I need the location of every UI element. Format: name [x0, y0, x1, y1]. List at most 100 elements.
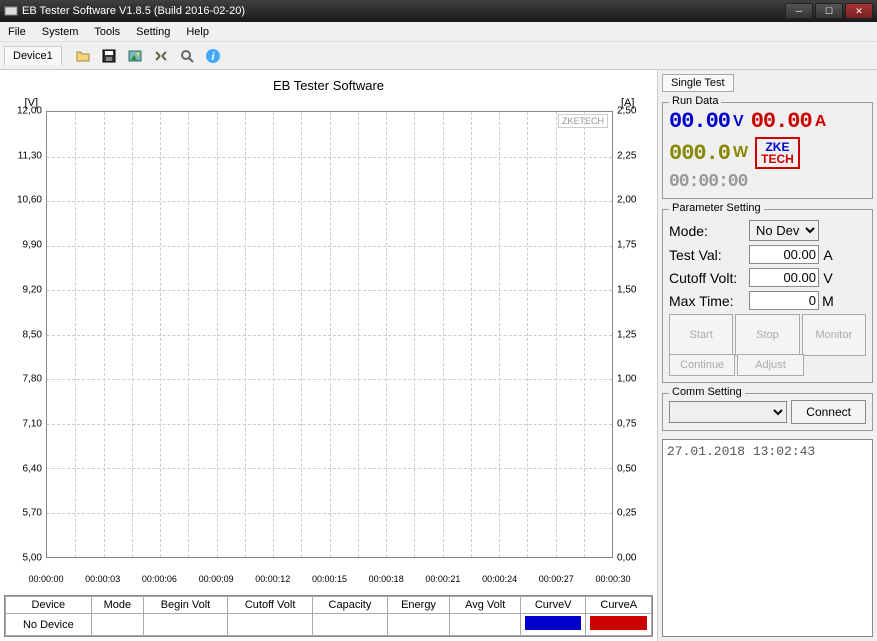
- y-left-tick: 9,20: [23, 284, 42, 295]
- y-left-tick: 5,70: [23, 508, 42, 519]
- cutoff-unit: V: [819, 270, 837, 286]
- menubar: File System Tools Setting Help: [0, 22, 877, 42]
- x-tick: 00:00:00: [28, 574, 63, 584]
- current-display: 00.00: [751, 109, 812, 134]
- y-left-tick: 9,90: [23, 240, 42, 251]
- data-table: DeviceModeBegin VoltCutoff VoltCapacityE…: [4, 595, 653, 637]
- y-left-tick: 11,30: [18, 150, 42, 161]
- mode-select[interactable]: No Devic: [749, 220, 819, 241]
- y-left-tick: 12,00: [17, 106, 42, 117]
- menu-system[interactable]: System: [38, 24, 83, 40]
- cell-curvea: [586, 614, 652, 636]
- close-button[interactable]: ✕: [845, 3, 873, 19]
- titlebar: EB Tester Software V1.8.5 (Build 2016-02…: [0, 0, 877, 22]
- info-icon[interactable]: i: [202, 45, 224, 67]
- y-left-tick: 6,40: [23, 463, 42, 474]
- x-tick: 00:00:15: [312, 574, 347, 584]
- minimize-button[interactable]: ─: [785, 3, 813, 19]
- table-header: Device: [6, 597, 92, 614]
- x-tick: 00:00:09: [199, 574, 234, 584]
- table-header: Avg Volt: [450, 597, 520, 614]
- group-comm: Comm Setting Connect: [662, 393, 873, 431]
- maximize-button[interactable]: ☐: [815, 3, 843, 19]
- cell-device: No Device: [6, 614, 92, 636]
- menu-file[interactable]: File: [4, 24, 30, 40]
- status-box: 27.01.2018 13:02:43: [662, 439, 873, 637]
- power-unit: W: [733, 144, 748, 162]
- y-right-tick: 0,50: [617, 463, 636, 474]
- x-tick: 00:00:06: [142, 574, 177, 584]
- chart-title: EB Tester Software: [4, 74, 653, 97]
- testval-input[interactable]: [749, 245, 819, 264]
- y-right-tick: 2,50: [617, 106, 636, 117]
- testval-label: Test Val:: [669, 247, 749, 263]
- open-icon[interactable]: [72, 45, 94, 67]
- y-right-tick: 1,00: [617, 374, 636, 385]
- menu-tools[interactable]: Tools: [90, 24, 124, 40]
- x-tick: 00:00:03: [85, 574, 120, 584]
- y-right-tick: 2,00: [617, 195, 636, 206]
- maxtime-label: Max Time:: [669, 293, 749, 309]
- cell-curvev: [520, 614, 586, 636]
- search-icon[interactable]: [176, 45, 198, 67]
- monitor-button[interactable]: Monitor: [802, 314, 866, 356]
- table-header: CurveA: [586, 597, 652, 614]
- table-header: Mode: [91, 597, 143, 614]
- connect-button[interactable]: Connect: [791, 400, 866, 424]
- cell-mode: [91, 614, 143, 636]
- group-rundata: Run Data 00.00V 00.00A 000.0W ZKETECH 00…: [662, 102, 873, 199]
- image-icon[interactable]: [124, 45, 146, 67]
- y-left-tick: 5,00: [23, 553, 42, 564]
- cutoff-input[interactable]: [749, 268, 819, 287]
- app-icon: [4, 4, 18, 18]
- comm-port-select[interactable]: [669, 401, 787, 423]
- y-right-tick: 1,50: [617, 284, 636, 295]
- toolbar: Device1 i: [0, 42, 877, 70]
- y-right-tick: 0,00: [617, 553, 636, 564]
- time-display: 00:00:00: [669, 172, 747, 192]
- settings-icon[interactable]: [150, 45, 172, 67]
- tab-single-test[interactable]: Single Test: [662, 74, 734, 92]
- table-header: Energy: [387, 597, 450, 614]
- device-tab[interactable]: Device1: [4, 46, 62, 65]
- table-header: CurveV: [520, 597, 586, 614]
- y-left-tick: 10,60: [17, 195, 42, 206]
- zketech-logo: ZKETECH: [755, 137, 800, 169]
- y-left-tick: 7,10: [23, 418, 42, 429]
- y-left-tick: 7,80: [23, 374, 42, 385]
- y-right-tick: 1,25: [617, 329, 636, 340]
- y-right-tick: 0,25: [617, 508, 636, 519]
- maxtime-unit: M: [819, 293, 837, 309]
- x-tick: 00:00:24: [482, 574, 517, 584]
- x-tick: 00:00:18: [369, 574, 404, 584]
- y-left-tick: 8,50: [23, 329, 42, 340]
- maxtime-input[interactable]: [749, 291, 819, 310]
- testval-unit: A: [819, 247, 837, 263]
- y-right-tick: 2,25: [617, 150, 636, 161]
- menu-help[interactable]: Help: [182, 24, 213, 40]
- table-header: Capacity: [313, 597, 387, 614]
- chart: [V] 12,0011,3010,609,909,208,507,807,106…: [4, 97, 653, 572]
- start-button[interactable]: Start: [669, 314, 733, 356]
- power-display: 000.0: [669, 141, 730, 166]
- save-icon[interactable]: [98, 45, 120, 67]
- x-tick: 00:00:30: [595, 574, 630, 584]
- window-title: EB Tester Software V1.8.5 (Build 2016-02…: [22, 5, 785, 17]
- cell-capacity: [313, 614, 387, 636]
- mode-label: Mode:: [669, 223, 749, 239]
- table-header: Cutoff Volt: [227, 597, 312, 614]
- x-tick: 00:00:21: [425, 574, 460, 584]
- cell-cutoffvolt: [227, 614, 312, 636]
- cutoff-label: Cutoff Volt:: [669, 270, 749, 286]
- y-right-tick: 1,75: [617, 240, 636, 251]
- x-axis: 00:00:0000:00:0300:00:0600:00:0900:00:12…: [46, 572, 613, 588]
- chart-plot[interactable]: ZKETECH: [46, 111, 613, 558]
- continue-button[interactable]: Continue: [669, 354, 735, 376]
- adjust-button[interactable]: Adjust: [737, 354, 803, 376]
- menu-setting[interactable]: Setting: [132, 24, 174, 40]
- stop-button[interactable]: Stop: [735, 314, 799, 356]
- cell-energy: [387, 614, 450, 636]
- current-unit: A: [815, 113, 827, 131]
- cell-beginvolt: [144, 614, 228, 636]
- params-title: Parameter Setting: [669, 202, 764, 214]
